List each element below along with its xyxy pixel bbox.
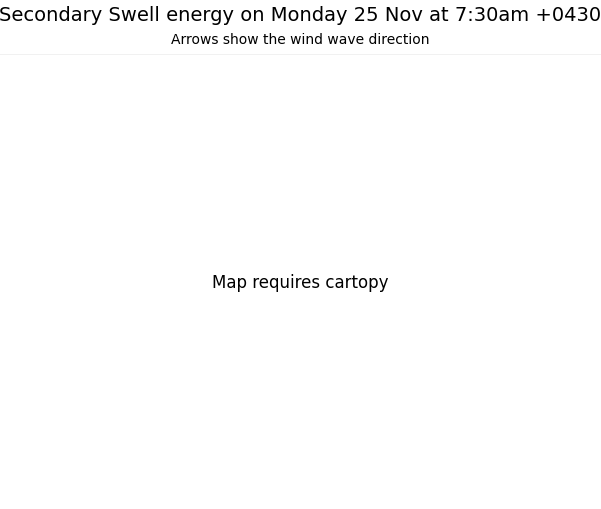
Text: Arrows show the wind wave direction: Arrows show the wind wave direction: [171, 33, 430, 47]
Text: Secondary Swell energy on Monday 25 Nov at 7:30am +0430: Secondary Swell energy on Monday 25 Nov …: [0, 6, 601, 25]
Text: Map requires cartopy: Map requires cartopy: [212, 273, 389, 292]
